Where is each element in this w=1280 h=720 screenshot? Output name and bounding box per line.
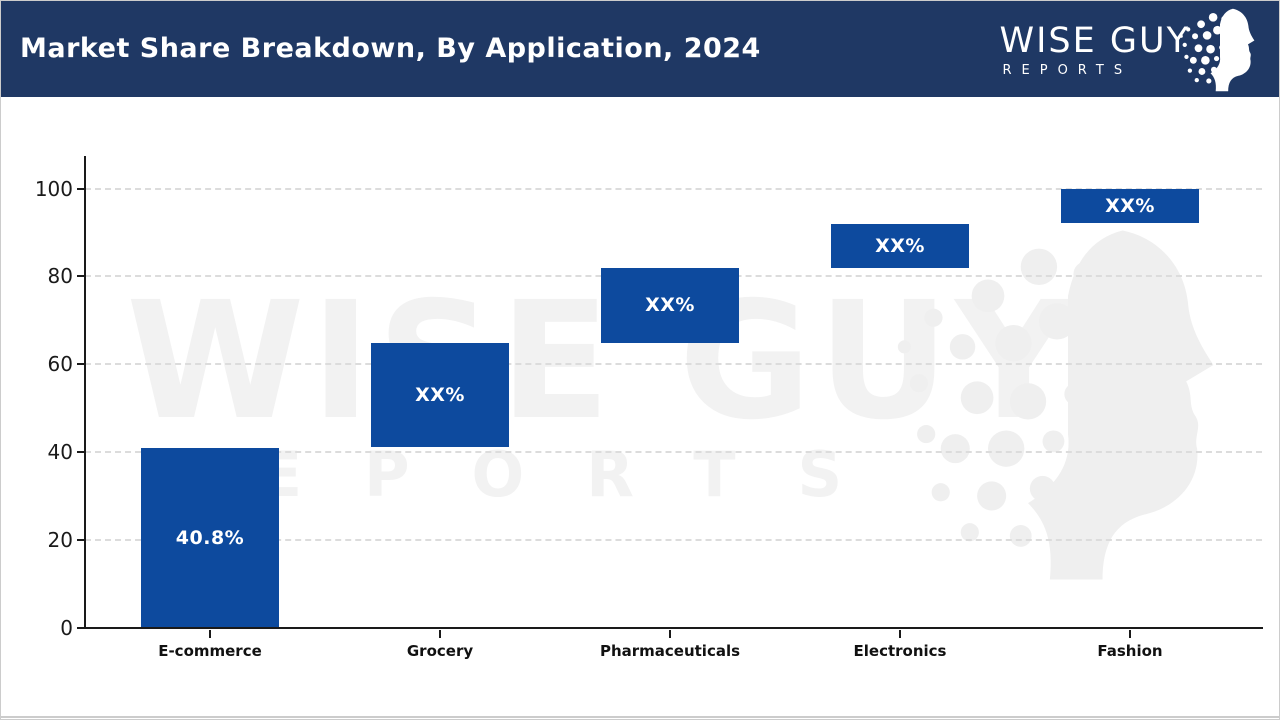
- bar-grocery: XX%: [371, 343, 509, 448]
- x-tick-grocery: [439, 629, 441, 638]
- x-category-label-fashion: Fashion: [1097, 641, 1163, 660]
- gridline-60: [85, 363, 1262, 366]
- chart-area: 0 20 40 60 80 100 40.8% XX% XX% XX% XX% E-commerc…: [0, 97, 1280, 717]
- x-category-label-electronics: Electronics: [853, 641, 947, 660]
- bar-value-label: XX%: [875, 234, 925, 257]
- y-tick-40: [77, 450, 85, 453]
- y-axis-line: [84, 156, 86, 629]
- x-category-label-pharmaceuticals: Pharmaceuticals: [599, 641, 741, 660]
- x-tick-e-commerce: [209, 629, 211, 638]
- brand-name: WISE GUY: [999, 21, 1190, 61]
- x-axis-line: [84, 627, 1263, 629]
- bar-e-commerce: 40.8%: [141, 448, 279, 628]
- y-tick-0: [77, 626, 85, 629]
- bottom-divider: [0, 716, 1280, 718]
- gridline-100: [85, 187, 1262, 190]
- brand-logo: WISE GUY REPORTS: [999, 6, 1268, 94]
- y-tick-label-80: 80: [47, 264, 73, 289]
- y-tick-label-20: 20: [47, 527, 73, 552]
- brand-logo-text: WISE GUY REPORTS: [999, 22, 1190, 78]
- y-tick-60: [77, 363, 85, 366]
- dotted-head-profile-icon: [1172, 7, 1268, 93]
- bar-value-label: 40.8%: [175, 526, 245, 549]
- x-tick-pharmaceuticals: [669, 629, 671, 638]
- x-category-label-grocery: Grocery: [406, 641, 474, 660]
- bar-value-label: XX%: [1105, 194, 1155, 217]
- bar-value-label: XX%: [645, 294, 695, 317]
- y-tick-label-100: 100: [34, 176, 73, 201]
- x-tick-electronics: [899, 629, 901, 638]
- page-title: Market Share Breakdown, By Application, …: [20, 33, 761, 64]
- brand-subname: REPORTS: [1002, 63, 1133, 78]
- watermark-brand-text: WISE GUY: [126, 268, 1079, 456]
- y-tick-label-40: 40: [47, 439, 73, 464]
- y-tick-80: [77, 275, 85, 278]
- x-category-label-e-commerce: E-commerce: [158, 641, 262, 660]
- bar-value-label: XX%: [415, 384, 465, 407]
- y-tick-label-60: 60: [47, 352, 73, 377]
- gridline-40: [85, 450, 1262, 453]
- y-tick-100: [77, 187, 85, 190]
- bar-fashion: XX%: [1061, 188, 1199, 224]
- x-tick-fashion: [1129, 629, 1131, 638]
- gridline-20: [85, 538, 1262, 541]
- header-bar: Market Share Breakdown, By Application, …: [0, 0, 1280, 97]
- bar-pharmaceuticals: XX%: [601, 268, 739, 343]
- y-tick-20: [77, 538, 85, 541]
- bar-electronics: XX%: [831, 223, 969, 268]
- y-tick-label-0: 0: [60, 615, 73, 640]
